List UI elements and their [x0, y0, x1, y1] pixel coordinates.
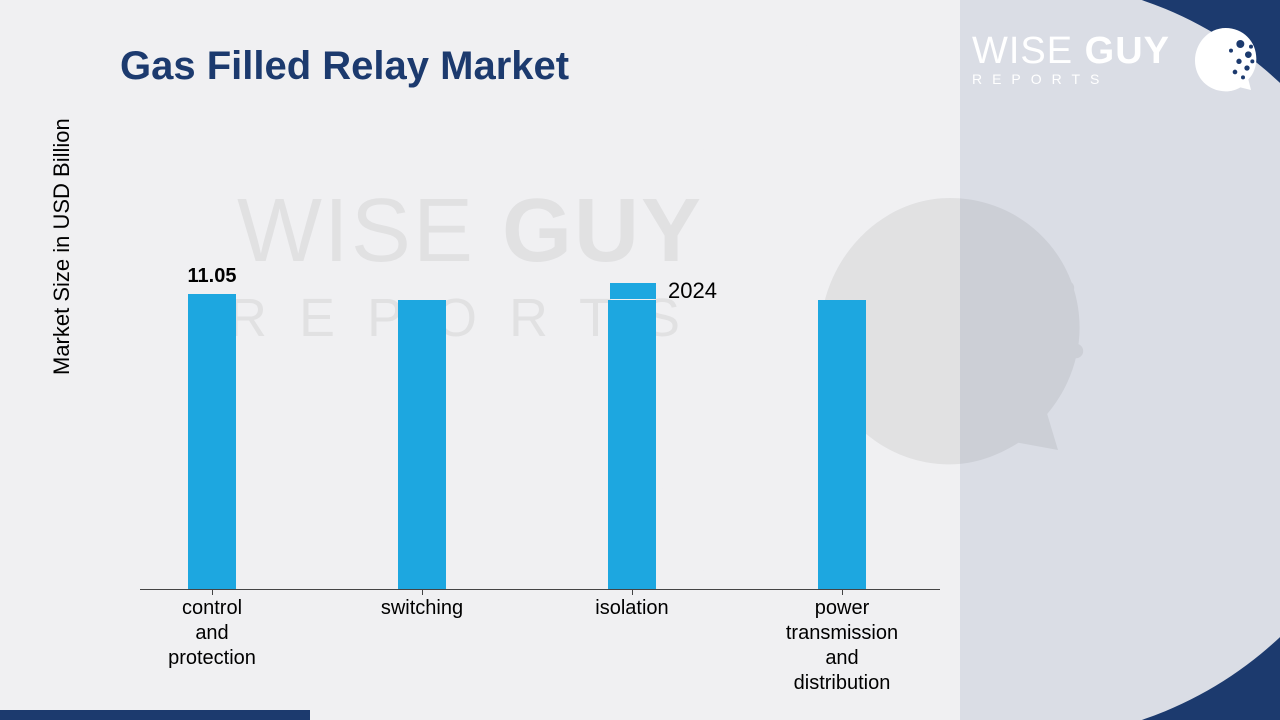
- plot-area: 11.05: [140, 150, 940, 590]
- x-axis-label: switching: [342, 596, 502, 621]
- legend-swatch: [610, 283, 656, 299]
- x-tick: [632, 589, 633, 595]
- bar: [818, 300, 866, 589]
- x-axis-label: controlandprotection: [132, 596, 292, 671]
- bar-chart: 11.05 controlandprotection switching isola…: [120, 150, 940, 690]
- x-axis-label: isolation: [552, 596, 712, 621]
- x-tick: [842, 589, 843, 595]
- y-axis-label: Market Size in USD Billion: [49, 118, 75, 375]
- x-tick: [212, 589, 213, 595]
- brand-logo-text: WISE GUY REPORTS: [972, 30, 1170, 87]
- x-axis-label: powertransmissionanddistribution: [762, 596, 922, 696]
- legend-label: 2024: [668, 278, 717, 304]
- chart-legend: 2024: [610, 278, 717, 304]
- bar: [188, 294, 236, 589]
- x-tick: [422, 589, 423, 595]
- bar: [398, 300, 446, 589]
- report-slide: WISE GUY REPORTS WISE GUY REPORTS Gas Fi…: [0, 0, 1280, 720]
- chart-title: Gas Filled Relay Market: [120, 44, 569, 89]
- bottom-accent-strip: [0, 710, 310, 720]
- brand-head-icon: [1192, 24, 1262, 104]
- bar-value-label: 11.05: [152, 265, 272, 288]
- bar: [608, 300, 656, 589]
